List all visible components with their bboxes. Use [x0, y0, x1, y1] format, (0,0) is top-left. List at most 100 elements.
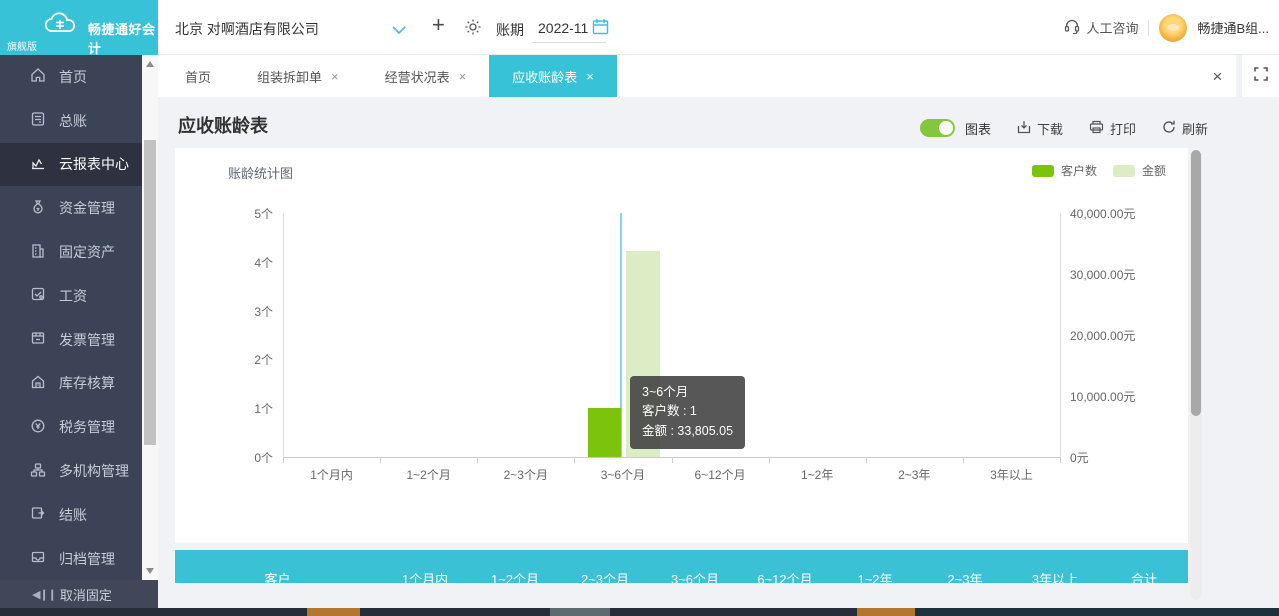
sidebar-scrollbar[interactable]	[142, 55, 158, 580]
chart-plot: 0个 1个 2个 3个 4个 5个 0元 10,000.00元 20,000.00元 30,000…	[175, 148, 1188, 543]
sidebar-item-label: 总账	[59, 112, 87, 129]
sidebar-item[interactable]: 总账	[0, 99, 158, 143]
download-label: 下载	[1037, 121, 1064, 137]
avatar[interactable]	[1159, 13, 1188, 42]
toggle-switch[interactable]	[920, 119, 955, 137]
fullscreen-button[interactable]	[1242, 55, 1279, 97]
close-icon: ×	[1212, 66, 1223, 86]
username[interactable]: 畅捷通B组...	[1197, 21, 1269, 36]
calendar-icon[interactable]	[592, 18, 609, 40]
sidebar-item[interactable]: 云报表中心	[0, 142, 158, 187]
cloud-report-icon	[30, 155, 46, 174]
sidebar-item-label: 多机构管理	[59, 463, 129, 480]
chart-tooltip: 3~6个月 客户数 : 1 金额 : 33,805.05	[630, 376, 746, 450]
scroll-down-icon[interactable]	[146, 568, 154, 574]
y-axis-label-right: 40,000.00元	[1070, 207, 1136, 221]
scroll-up-icon[interactable]	[146, 61, 154, 67]
tab-close-icon[interactable]: ×	[458, 68, 467, 84]
sidebar-item[interactable]: 资金管理	[0, 186, 158, 230]
y-axis-label-right: 0元	[1070, 451, 1089, 465]
refresh-label: 刷新	[1182, 121, 1209, 137]
taskbar-segment	[857, 608, 915, 616]
tab-close-icon[interactable]: ×	[586, 68, 594, 84]
download-button[interactable]: 下载	[1017, 119, 1063, 138]
y-axis-label-left: 5个	[254, 207, 273, 221]
company-selector[interactable]: 北京 对啊酒店有限公司	[175, 21, 319, 37]
x-axis-tick	[671, 458, 673, 463]
divider	[1236, 55, 1242, 97]
sidebar-item[interactable]: 首页	[0, 55, 158, 99]
sidebar-item[interactable]: 工资	[0, 274, 158, 318]
sidebar-item[interactable]: 结账	[0, 493, 158, 537]
x-axis-label: 1~2年	[801, 468, 834, 482]
content-scrollbar-thumb[interactable]	[1191, 150, 1201, 416]
x-axis-tick	[380, 458, 382, 463]
tab-label: 经营状况表	[384, 69, 450, 85]
y-axis-label-left: 2个	[254, 353, 273, 368]
x-axis-tick	[574, 458, 576, 463]
print-button[interactable]: 打印	[1089, 119, 1136, 138]
download-icon	[1017, 120, 1031, 137]
sidebar-item[interactable]: 固定资产	[0, 230, 158, 274]
sidebar-item[interactable]: 税务管理	[0, 405, 158, 449]
table-header-cell: 1~2个月	[490, 572, 540, 583]
sidebar-menu: 首页总账云报表中心资金管理固定资产 工资 发票管理 库存核算 税务管理多机构管理结账 归档…	[0, 55, 158, 580]
period-label: 账期	[496, 22, 524, 38]
new-tab-button[interactable]: +	[432, 12, 445, 37]
sidebar-item-label: 首页	[59, 68, 87, 85]
taskbar-segment	[550, 608, 610, 616]
fullscreen-icon	[1253, 66, 1268, 86]
chevron-down-icon[interactable]	[392, 22, 406, 40]
sidebar-item[interactable]: 库存核算	[0, 362, 158, 406]
x-axis-label: 1~2个月	[406, 468, 451, 482]
period-value[interactable]: 2022-11	[538, 20, 589, 36]
table-header-cell: 3年以上	[1031, 572, 1079, 583]
consult-label: 人工咨询	[1086, 21, 1139, 36]
cloud-logo-icon	[44, 12, 78, 41]
legend-item[interactable]: 客户数	[1031, 162, 1097, 179]
sidebar-scrollbar-thumb[interactable]	[144, 140, 156, 445]
gear-icon[interactable]	[464, 18, 482, 41]
tab-window-controls: ×	[1199, 55, 1279, 97]
legend-item[interactable]: 金额	[1112, 162, 1166, 179]
sidebar-item-label: 资金管理	[59, 200, 115, 217]
refresh-button[interactable]: 刷新	[1162, 119, 1208, 138]
tooltip-line: 金额 : 33,805.05	[642, 423, 734, 438]
tab-label: 组装拆卸单	[257, 69, 323, 85]
table-header-cell: 1个月内	[401, 572, 449, 583]
divider	[1148, 19, 1150, 36]
chart-toggle[interactable]: 图表	[920, 119, 991, 138]
logo-block[interactable]: 畅捷通好会计 旗舰版	[0, 0, 158, 56]
tab[interactable]: 组装拆卸单 ×	[234, 55, 362, 97]
sidebar-item[interactable]: 归档管理	[0, 537, 158, 580]
tab-close-icon[interactable]: ×	[331, 68, 339, 84]
unpin-icon: ◀❙❙	[32, 588, 57, 601]
y-axis-right-line	[1060, 213, 1061, 457]
app-title: 畅捷通好会计	[88, 22, 156, 56]
x-axis-tick	[477, 458, 479, 463]
close-all-tabs-button[interactable]: ×	[1199, 55, 1236, 97]
sidebar-item[interactable]: 发票管理	[0, 318, 158, 362]
closing-icon	[30, 505, 46, 524]
bar-customer-count[interactable]	[587, 408, 621, 457]
unpin-label: 取消固定	[59, 587, 112, 603]
unpin-sidebar-button[interactable]: ◀❙❙ 取消固定	[0, 580, 158, 608]
archive-icon	[30, 549, 46, 568]
toggle-label: 图表	[965, 121, 992, 137]
y-axis-left-line	[283, 213, 284, 457]
moneybag-icon	[30, 199, 46, 218]
consult-button[interactable]: 人工咨询	[1064, 18, 1138, 37]
headset-icon	[1064, 18, 1080, 37]
sidebar-item[interactable]: 多机构管理	[0, 449, 158, 493]
x-axis-line	[283, 457, 1061, 458]
tab[interactable]: 首页	[162, 55, 234, 97]
y-axis-label-right: 10,000.00元	[1070, 390, 1136, 404]
tab[interactable]: 应收账龄表 ×	[489, 55, 617, 97]
table-header-cell: 1~2年	[857, 572, 893, 583]
x-axis-label: 2~3个月	[503, 468, 548, 482]
tab[interactable]: 经营状况表 ×	[362, 55, 490, 97]
crosshair-line	[619, 213, 622, 457]
x-axis-label: 3~6个月	[600, 468, 646, 482]
tooltip-category: 3~6个月	[642, 385, 689, 399]
legend-swatch	[1031, 164, 1054, 177]
